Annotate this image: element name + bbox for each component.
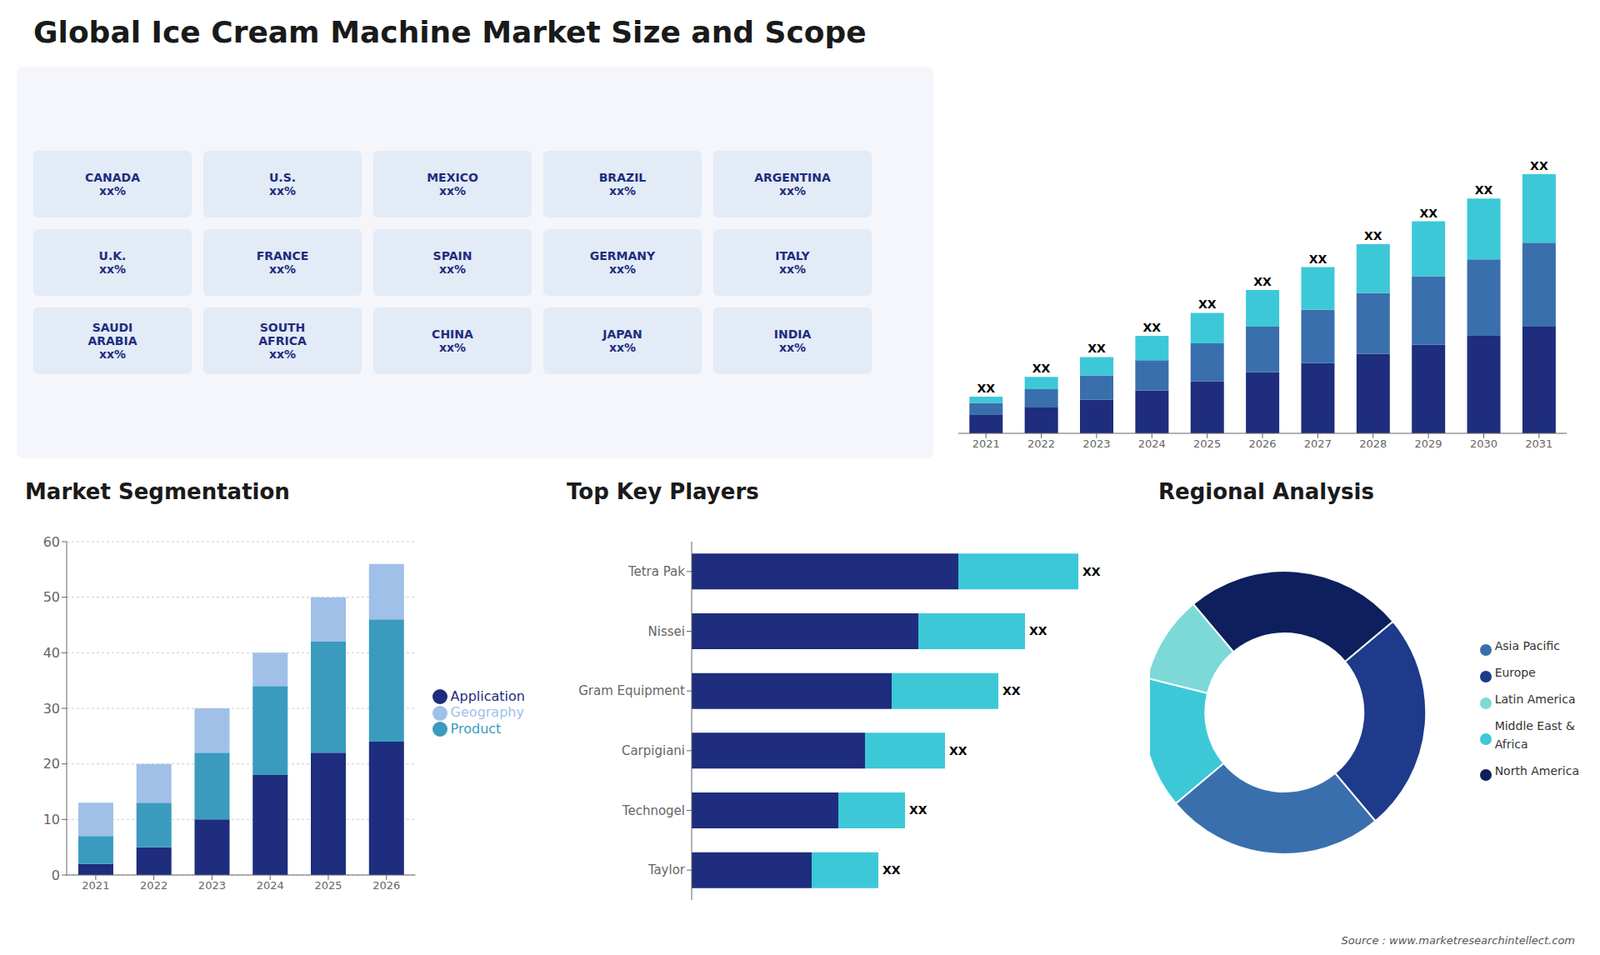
- svg-text:0: 0: [51, 867, 60, 884]
- svg-text:2022: 2022: [140, 879, 168, 892]
- html-text:CHINA: CHINA: [431, 327, 474, 341]
- html-text:SAUDI ARABIA: SAUDI ARABIA: [87, 320, 138, 348]
- html-text:North America: North America: [1494, 764, 1580, 778]
- svg-text:2021: 2021: [81, 879, 110, 892]
- svg-text:2029: 2029: [1415, 437, 1443, 450]
- svg-text:Technogel: Technogel: [621, 803, 685, 819]
- svg-text:XX: XX: [1253, 275, 1272, 289]
- html-text:SPAIN: SPAIN: [433, 249, 472, 263]
- html-text:xx%: xx%: [779, 262, 806, 276]
- svg-text:XX: XX: [976, 381, 995, 395]
- html-text:xx%: xx%: [269, 262, 296, 276]
- svg-text:2023: 2023: [198, 879, 226, 892]
- html-text:xx%: xx%: [439, 340, 466, 355]
- html-text:SOUTH AFRICA: SOUTH AFRICA: [258, 320, 307, 348]
- html-text:xx%: xx%: [99, 347, 126, 361]
- svg-text:50: 50: [43, 589, 60, 605]
- svg-text:Taylor: Taylor: [647, 862, 686, 878]
- svg-text:2025: 2025: [314, 879, 342, 892]
- html-text:JAPAN: JAPAN: [602, 327, 643, 341]
- html-text:Product: Product: [450, 720, 502, 737]
- svg-text:20: 20: [43, 755, 60, 772]
- html-text:Geography: Geography: [450, 704, 525, 721]
- svg-text:XX: XX: [1087, 341, 1106, 355]
- html-text:Europe: Europe: [1494, 665, 1536, 680]
- html-text:xx%: xx%: [269, 347, 296, 361]
- svg-text:2028: 2028: [1359, 437, 1387, 450]
- html-text:xx%: xx%: [269, 184, 296, 198]
- html-text:GERMANY: GERMANY: [589, 249, 656, 263]
- svg-text:XX: XX: [1082, 565, 1101, 579]
- svg-text:XX: XX: [1475, 183, 1494, 197]
- html-text:xx%: xx%: [779, 184, 806, 198]
- html-text:xx%: xx%: [779, 340, 806, 355]
- html-text:ARGENTINA: ARGENTINA: [754, 170, 831, 185]
- svg-text:2031: 2031: [1525, 437, 1553, 450]
- html-text:BRAZIL: BRAZIL: [598, 170, 647, 185]
- svg-text:2025: 2025: [1193, 437, 1221, 450]
- html-text:Market Segmentation: Market Segmentation: [25, 479, 290, 505]
- svg-text:2024: 2024: [256, 879, 285, 892]
- svg-text:40: 40: [43, 645, 60, 661]
- svg-text:60: 60: [43, 534, 60, 550]
- html-text:Asia Pacific: Asia Pacific: [1494, 639, 1560, 653]
- svg-text:XX: XX: [1032, 361, 1051, 375]
- html-text:Latin America: Latin America: [1494, 692, 1576, 706]
- html-text:MEXICO: MEXICO: [426, 170, 479, 185]
- svg-text:2026: 2026: [1248, 437, 1276, 450]
- html-text:Application: Application: [450, 688, 525, 704]
- svg-text:XX: XX: [909, 803, 928, 817]
- html-text:Regional Analysis: Regional Analysis: [1158, 479, 1375, 505]
- svg-text:XX: XX: [1029, 624, 1048, 638]
- html-text:xx%: xx%: [609, 184, 636, 198]
- svg-text:XX: XX: [949, 744, 968, 758]
- svg-text:30: 30: [43, 700, 60, 717]
- html-text:Top Key Players: Top Key Players: [566, 479, 759, 505]
- svg-text:XX: XX: [1364, 229, 1383, 243]
- html-text:INDIA: INDIA: [773, 327, 812, 341]
- svg-text:XX: XX: [882, 863, 901, 877]
- html-text:CANADA: CANADA: [84, 170, 141, 185]
- svg-text:Carpigiani: Carpigiani: [621, 743, 685, 759]
- svg-text:XX: XX: [1419, 206, 1438, 220]
- svg-text:2021: 2021: [972, 437, 1000, 450]
- html-text:Middle East & Africa: Middle East & Africa: [1494, 719, 1575, 751]
- svg-text:Nissei: Nissei: [648, 624, 685, 640]
- svg-text:2026: 2026: [372, 879, 400, 892]
- html-text:ITALY: ITALY: [775, 249, 810, 263]
- svg-text:2023: 2023: [1082, 437, 1110, 450]
- svg-text:XX: XX: [1002, 684, 1021, 698]
- svg-text:XX: XX: [1309, 252, 1328, 266]
- html-text:Global Ice Cream Machine Marke: Global Ice Cream Machine Market Size and…: [33, 15, 867, 50]
- html-text:xx%: xx%: [99, 184, 126, 198]
- html-text:xx%: xx%: [99, 262, 126, 276]
- svg-text:10: 10: [43, 811, 60, 828]
- svg-text:XX: XX: [1530, 159, 1549, 173]
- html-text:xx%: xx%: [439, 262, 466, 276]
- svg-text:Gram Equipment: Gram Equipment: [578, 683, 685, 699]
- svg-text:XX: XX: [1198, 297, 1217, 311]
- svg-text:2024: 2024: [1138, 437, 1166, 450]
- svg-text:Tetra Pak: Tetra Pak: [627, 564, 685, 580]
- html-text:Source : www.marketresearchint: Source : www.marketresearchintellect.com: [1341, 934, 1575, 947]
- html-text:xx%: xx%: [609, 340, 636, 355]
- svg-text:2022: 2022: [1027, 437, 1055, 450]
- html-text:U.S.: U.S.: [269, 170, 296, 185]
- html-text:xx%: xx%: [439, 184, 466, 198]
- svg-text:2027: 2027: [1304, 437, 1332, 450]
- svg-text:XX: XX: [1143, 320, 1162, 335]
- html-text:U.K.: U.K.: [98, 249, 127, 263]
- svg-text:2030: 2030: [1470, 437, 1498, 450]
- html-text:xx%: xx%: [609, 262, 636, 276]
- html-text:FRANCE: FRANCE: [256, 249, 309, 263]
